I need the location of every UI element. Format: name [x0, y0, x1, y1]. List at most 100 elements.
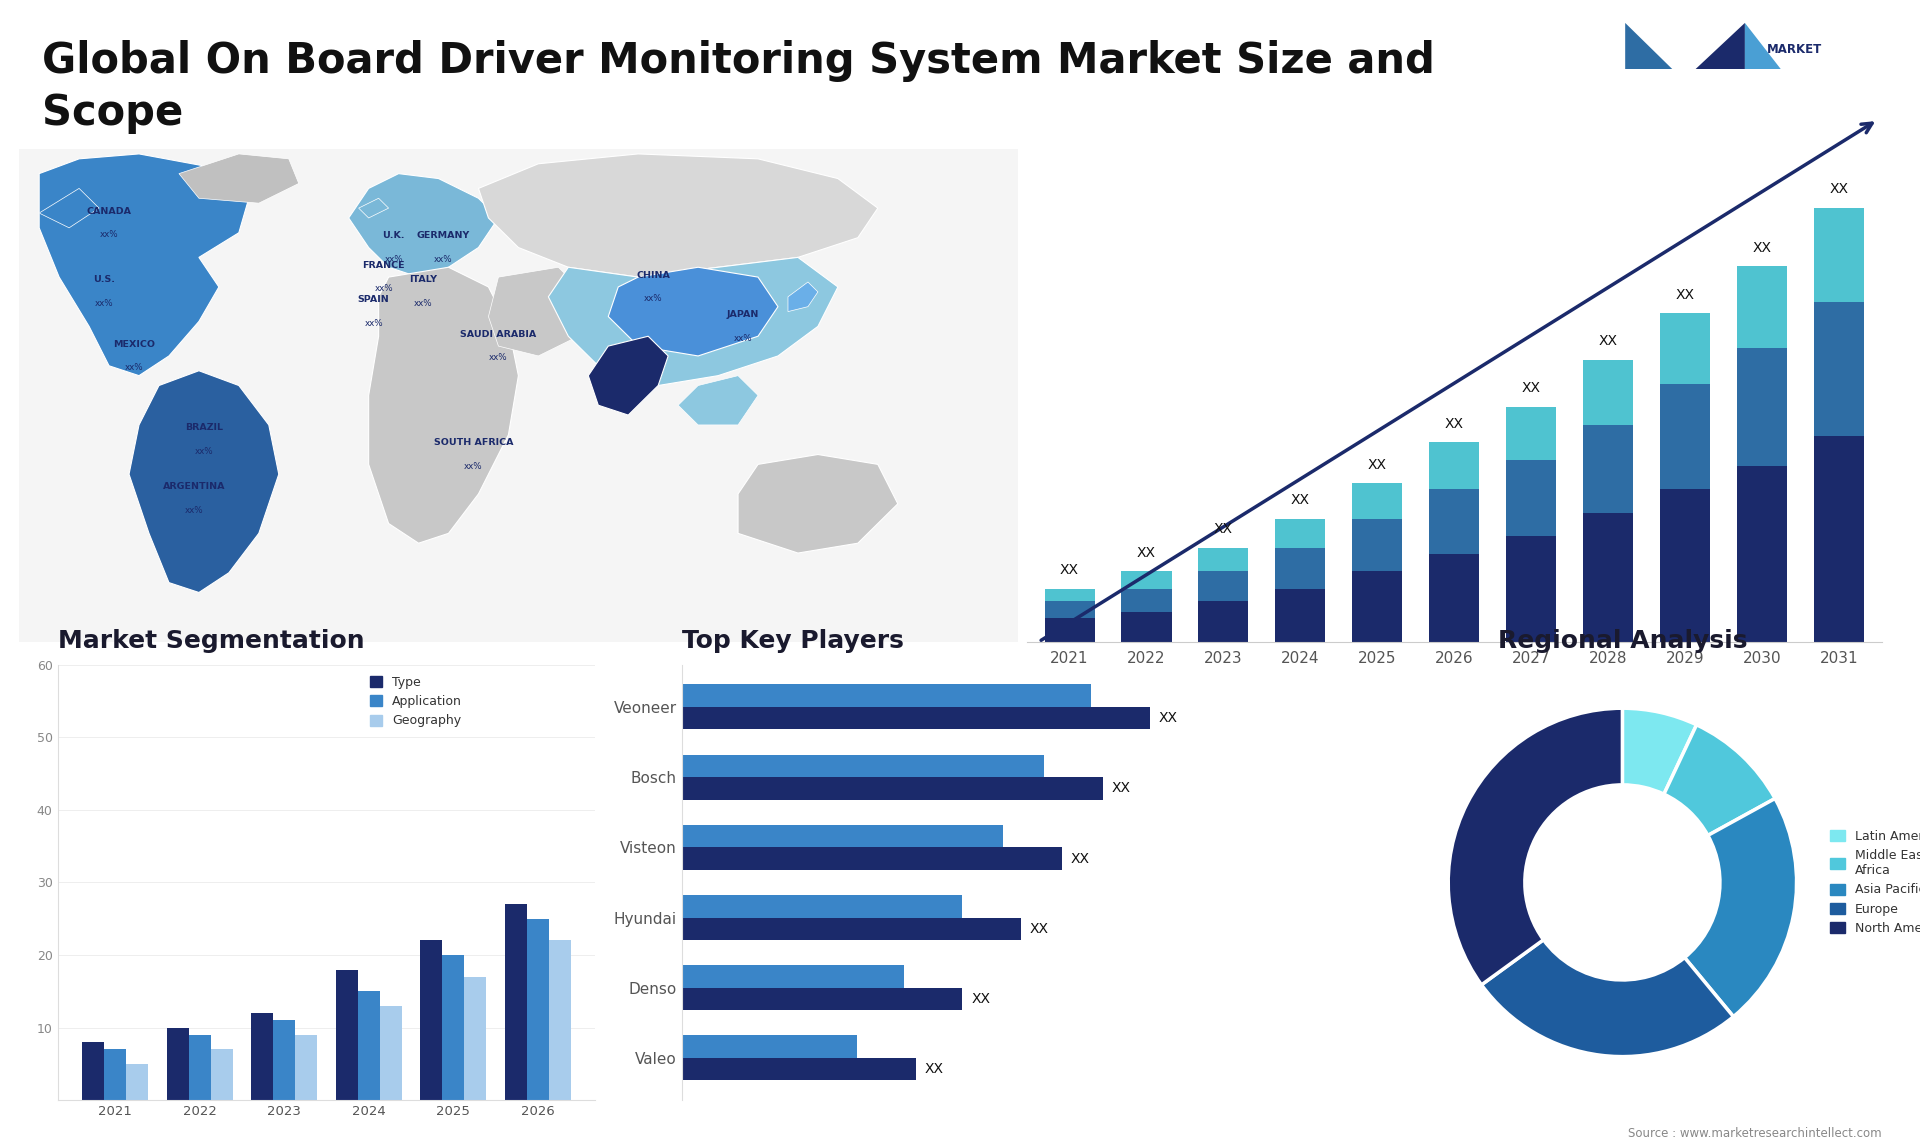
Text: xx%: xx% [624, 368, 643, 377]
Bar [1738, 348, 1788, 465]
Text: XX: XX [924, 1062, 943, 1076]
Bar [1275, 548, 1325, 589]
Polygon shape [609, 267, 778, 356]
Bar [1121, 589, 1171, 612]
Polygon shape [1745, 23, 1789, 80]
Text: INTELLECT: INTELLECT [1766, 107, 1837, 119]
Text: CANADA: CANADA [86, 206, 132, 215]
Wedge shape [1482, 940, 1734, 1057]
Text: XX: XX [1137, 545, 1156, 559]
Text: ITALY: ITALY [409, 275, 438, 284]
Text: XX: XX [1158, 712, 1177, 725]
Bar [1507, 536, 1557, 642]
Text: XX: XX [1367, 457, 1386, 472]
Bar [188, 1035, 211, 1100]
Bar [1044, 601, 1094, 619]
Text: Global On Board Driver Monitoring System Market Size and
Scope: Global On Board Driver Monitoring System… [42, 40, 1434, 134]
Text: XX: XX [972, 992, 991, 1006]
Polygon shape [369, 267, 518, 543]
Bar [1661, 313, 1711, 384]
Bar [1121, 612, 1171, 642]
Bar [682, 707, 1150, 729]
Text: MARKET: MARKET [1766, 44, 1822, 56]
Bar [682, 1036, 856, 1058]
Polygon shape [349, 173, 499, 277]
Bar [442, 955, 465, 1100]
Title: Regional Analysis: Regional Analysis [1498, 629, 1747, 653]
Bar [1814, 207, 1864, 301]
Text: XX: XX [1753, 241, 1772, 254]
Text: xx%: xx% [434, 254, 453, 264]
Polygon shape [38, 188, 100, 228]
Text: xx%: xx% [365, 319, 382, 328]
Bar [682, 847, 1062, 870]
Polygon shape [38, 154, 250, 376]
Bar [420, 941, 442, 1100]
Bar [1352, 484, 1402, 519]
Text: XX: XX [1112, 782, 1131, 795]
Text: xx%: xx% [465, 462, 482, 471]
Text: CHINA: CHINA [636, 270, 670, 280]
Text: XX: XX [1213, 523, 1233, 536]
Text: xx%: xx% [415, 299, 432, 308]
Bar [1121, 572, 1171, 589]
Bar [1198, 601, 1248, 642]
Text: xx%: xx% [100, 230, 119, 240]
Bar [1044, 619, 1094, 642]
Bar [526, 919, 549, 1100]
Bar [549, 941, 570, 1100]
Bar [1352, 572, 1402, 642]
Text: xx%: xx% [194, 447, 213, 456]
Bar [1428, 489, 1480, 554]
Bar [1198, 572, 1248, 601]
Text: xx%: xx% [733, 333, 753, 343]
Text: BRAZIL: BRAZIL [184, 423, 223, 432]
Text: GERMANY: GERMANY [417, 231, 470, 241]
Bar [1428, 442, 1480, 489]
Polygon shape [129, 371, 278, 592]
Text: MEXICO: MEXICO [113, 339, 156, 348]
Bar [1814, 301, 1864, 437]
Polygon shape [478, 154, 877, 277]
Bar [127, 1063, 148, 1100]
Text: RESEARCH: RESEARCH [1766, 74, 1837, 87]
Bar [104, 1050, 127, 1100]
Text: Market Segmentation: Market Segmentation [58, 629, 365, 653]
Text: xx%: xx% [94, 299, 113, 308]
Bar [380, 1006, 401, 1100]
Bar [336, 970, 357, 1100]
Wedge shape [1448, 708, 1622, 984]
Bar [465, 976, 486, 1100]
Wedge shape [1665, 724, 1776, 835]
Text: XX: XX [1830, 182, 1849, 196]
Text: FRANCE: FRANCE [363, 260, 405, 269]
Text: XX: XX [1523, 382, 1542, 395]
Bar [273, 1020, 296, 1100]
Bar [682, 1058, 916, 1081]
Bar [1428, 554, 1480, 642]
Polygon shape [678, 376, 758, 425]
Bar [1661, 384, 1711, 489]
Polygon shape [588, 336, 668, 415]
Polygon shape [549, 258, 837, 385]
Text: xx%: xx% [384, 254, 403, 264]
Polygon shape [1684, 23, 1745, 138]
Bar [682, 988, 962, 1010]
Text: SPAIN: SPAIN [357, 296, 390, 304]
Bar [682, 965, 904, 988]
Text: ARGENTINA: ARGENTINA [163, 482, 225, 492]
Text: xx%: xx% [184, 507, 204, 516]
Bar [1198, 548, 1248, 572]
Bar [682, 777, 1102, 800]
Text: XX: XX [1599, 335, 1619, 348]
FancyBboxPatch shape [19, 149, 1018, 642]
Bar [1661, 489, 1711, 642]
Text: XX: XX [1676, 288, 1695, 301]
Bar [1584, 360, 1634, 425]
Polygon shape [488, 267, 588, 356]
Bar [252, 1013, 273, 1100]
Text: Top Key Players: Top Key Players [682, 629, 904, 653]
Polygon shape [737, 455, 899, 554]
Bar [1275, 589, 1325, 642]
Bar [211, 1050, 232, 1100]
